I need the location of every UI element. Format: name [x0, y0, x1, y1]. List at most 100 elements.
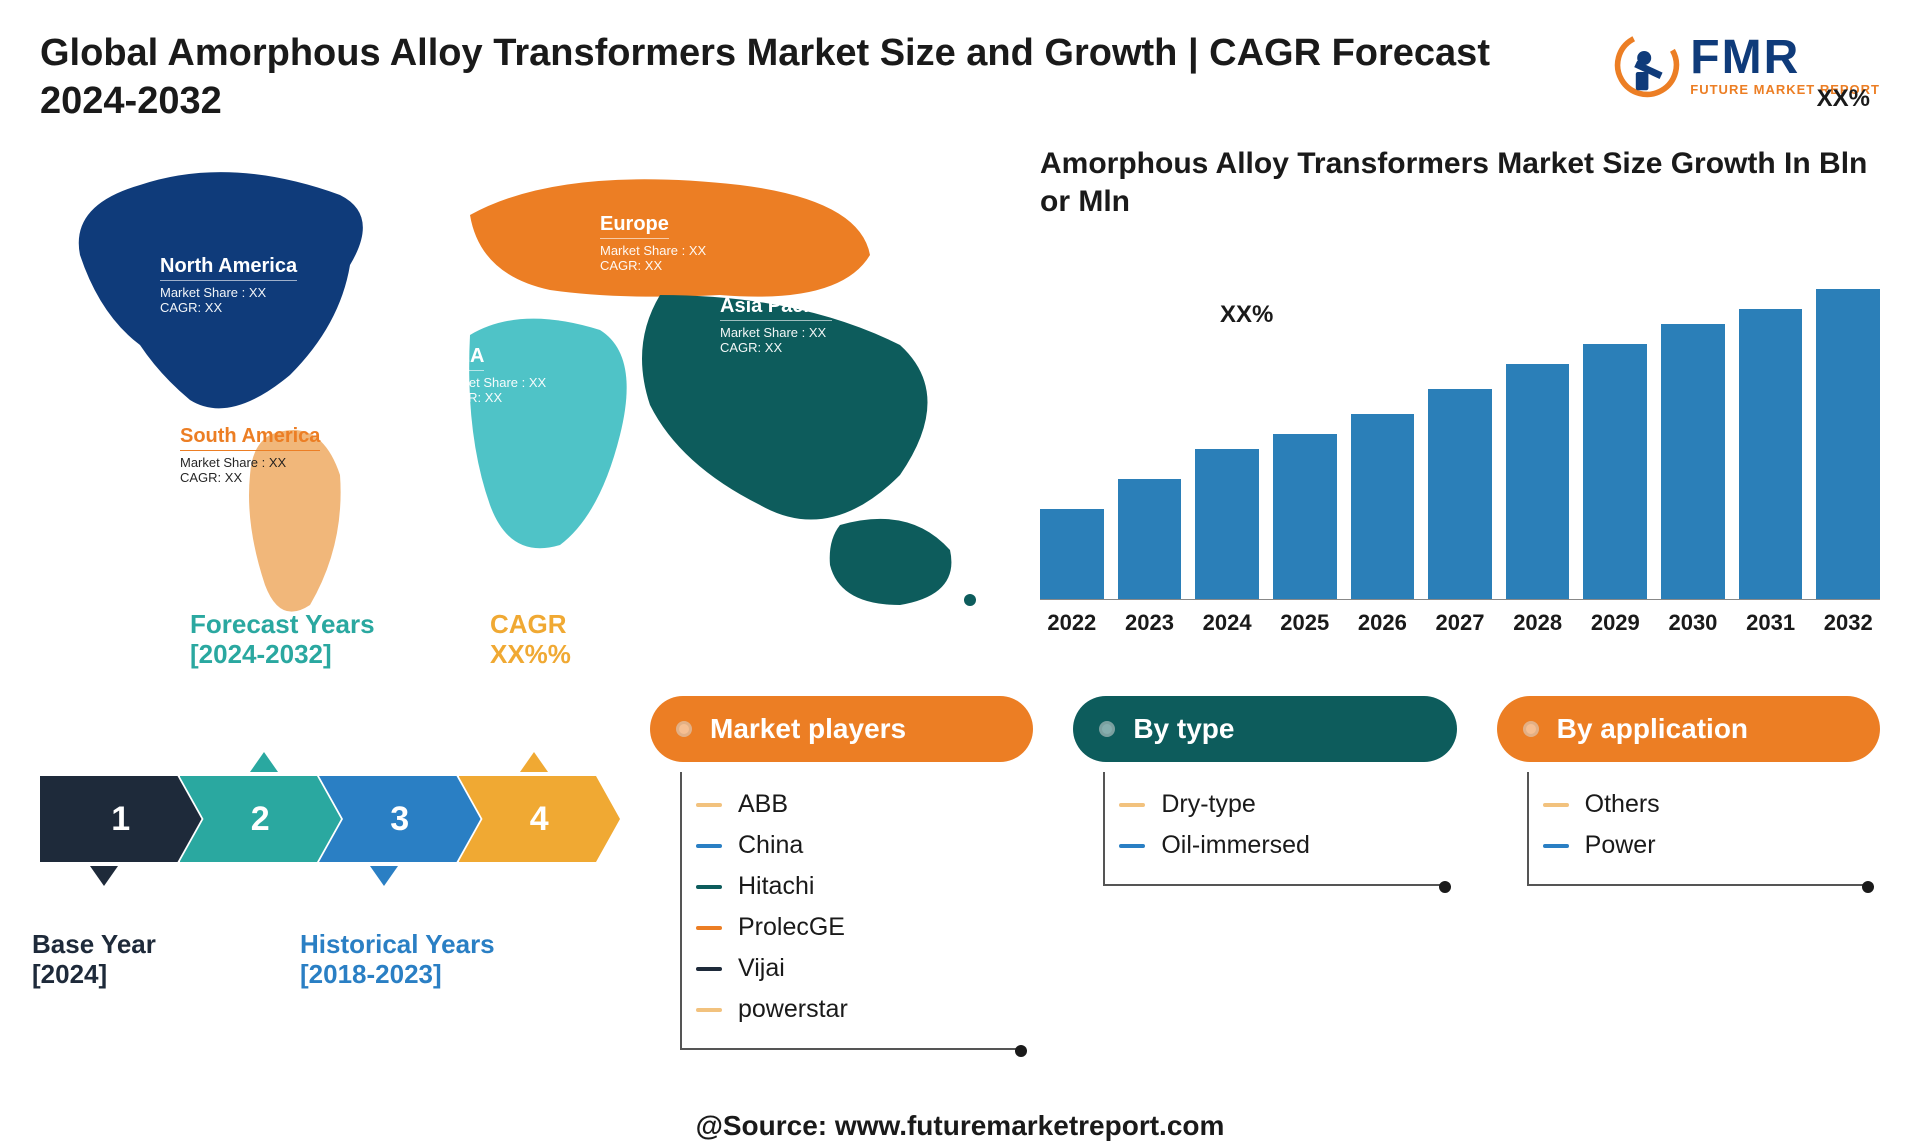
- bar-col: [1351, 414, 1415, 599]
- growth-bar-chart: Amorphous Alloy Transformers Market Size…: [1040, 145, 1880, 636]
- bar-col: [1739, 309, 1803, 599]
- bar-x-label: 2024: [1195, 610, 1259, 636]
- pill-col-by_application: By application Others Power: [1497, 696, 1880, 1050]
- tick-icon: [1543, 803, 1569, 807]
- pill-dot-icon: [676, 721, 692, 737]
- timeline-label-historical: Historical Years[2018-2023]: [300, 930, 495, 990]
- list-item: Others: [1543, 784, 1880, 825]
- timeline-steps: 1234: [40, 776, 620, 862]
- timeline-arrow-icon: [520, 752, 548, 772]
- bar: [1816, 289, 1880, 599]
- bar: [1428, 389, 1492, 599]
- timeline-label-sub: XX%%: [490, 640, 571, 670]
- timeline-label-title: Historical Years: [300, 930, 495, 960]
- list-item: Vijai: [696, 948, 1033, 989]
- bar-x-label: 2028: [1506, 610, 1570, 636]
- region-share: Market Share : XX: [600, 243, 706, 258]
- region-info-south_america: South America Market Share : XXCAGR: XX: [180, 425, 320, 485]
- list-item-label: powerstar: [738, 995, 848, 1024]
- pill-header: By type: [1073, 696, 1456, 762]
- pill-label: By application: [1557, 713, 1748, 745]
- lower-section: 1234 Base Year[2024]Forecast Years[2024-…: [40, 696, 1880, 1050]
- region-name: Europe: [600, 213, 669, 239]
- bar-col: [1428, 389, 1492, 599]
- bar-col: [1583, 344, 1647, 599]
- bar-x-label: 2026: [1351, 610, 1415, 636]
- timeline-arrow-icon: [250, 752, 278, 772]
- region-cagr: CAGR: XX: [180, 470, 320, 485]
- list-item: ProlecGE: [696, 907, 1033, 948]
- tick-icon: [696, 803, 722, 807]
- timeline-label-sub: [2024]: [32, 960, 156, 990]
- timeline-label-sub: [2024-2032]: [190, 640, 375, 670]
- chart-title: Amorphous Alloy Transformers Market Size…: [1040, 145, 1880, 220]
- bar-x-labels: 2022202320242025202620272028202920302031…: [1040, 610, 1880, 636]
- pill-col-by_type: By type Dry-typeOil-immersed: [1073, 696, 1456, 1050]
- pill-items: Others Power: [1527, 772, 1880, 886]
- tick-icon: [1119, 844, 1145, 848]
- region-info-mea: MEAMarket Share : XXCAGR: XX: [440, 345, 546, 405]
- logo-abbr: FMR: [1690, 34, 1880, 82]
- bar: [1195, 449, 1259, 599]
- timeline-label-sub: [2018-2023]: [300, 960, 495, 990]
- region-australia: [830, 519, 952, 605]
- timeline-step: 1: [40, 776, 202, 862]
- bar: [1118, 479, 1182, 599]
- bar: [1273, 434, 1337, 599]
- region-share: Market Share : XX: [160, 285, 297, 300]
- bar-col: [1040, 509, 1104, 599]
- pill-label: Market players: [710, 713, 906, 745]
- list-item-label: China: [738, 831, 803, 860]
- list-item: China: [696, 825, 1033, 866]
- region-cagr: CAGR: XX: [160, 300, 297, 315]
- bar-col: [1273, 434, 1337, 599]
- timeline-label-title: Base Year: [32, 930, 156, 960]
- bar: [1583, 344, 1647, 599]
- region-name: South America: [180, 425, 320, 451]
- logo-spyglass-icon: [1612, 30, 1682, 100]
- timeline-label-cagr: CAGRXX%%: [490, 610, 571, 670]
- pill-items: Dry-typeOil-immersed: [1103, 772, 1456, 886]
- region-info-asia_pacific: Asia PacificMarket Share : XXCAGR: XX: [720, 295, 832, 355]
- timeline-label-base: Base Year[2024]: [32, 930, 156, 990]
- bar-col: [1118, 479, 1182, 599]
- bar-x-label: 2027: [1428, 610, 1492, 636]
- list-item-label: ABB: [738, 790, 788, 819]
- region-share: Market Share : XX: [720, 325, 832, 340]
- pill-dot-icon: [1099, 721, 1115, 737]
- list-item-label: Oil-immersed: [1161, 831, 1310, 860]
- bar-col: [1816, 289, 1880, 599]
- tick-icon: [696, 967, 722, 971]
- timeline-step: 3: [319, 776, 481, 862]
- list-item-label: Power: [1585, 831, 1656, 860]
- region-info-north_america: North America Market Share : XXCAGR: XX: [160, 255, 297, 315]
- bar: [1351, 414, 1415, 599]
- region-cagr: CAGR: XX: [720, 340, 832, 355]
- timeline-step: 2: [180, 776, 342, 862]
- region-share: Market Share : XX: [180, 455, 320, 470]
- bar-x-label: 2031: [1739, 610, 1803, 636]
- bar-col: [1195, 449, 1259, 599]
- list-item: powerstar: [696, 989, 1033, 1030]
- chart-annotation: XX%: [1220, 301, 1273, 329]
- region-name: North America: [160, 255, 297, 281]
- list-item-label: Vijai: [738, 954, 785, 983]
- bar-x-label: 2032: [1816, 610, 1880, 636]
- bar: [1506, 364, 1570, 599]
- bar: [1661, 324, 1725, 599]
- pill-header: Market players: [650, 696, 1033, 762]
- pill-header: By application: [1497, 696, 1880, 762]
- pill-columns: Market players ABB China HitachiProlecGE Vij…: [650, 696, 1880, 1050]
- region-name: MEA: [440, 345, 484, 371]
- tick-icon: [1119, 803, 1145, 807]
- bar-x-label: 2025: [1273, 610, 1337, 636]
- bar-x-label: 2023: [1118, 610, 1182, 636]
- source-text: @Source: www.futuremarketreport.com: [40, 1110, 1880, 1142]
- region-cagr: CAGR: XX: [440, 390, 546, 405]
- header: Global Amorphous Alloy Transformers Mark…: [40, 30, 1880, 125]
- tick-icon: [696, 1008, 722, 1012]
- bar-x-label: 2022: [1040, 610, 1104, 636]
- timeline-label-title: Forecast Years: [190, 610, 375, 640]
- list-item: Hitachi: [696, 866, 1033, 907]
- tick-icon: [696, 885, 722, 889]
